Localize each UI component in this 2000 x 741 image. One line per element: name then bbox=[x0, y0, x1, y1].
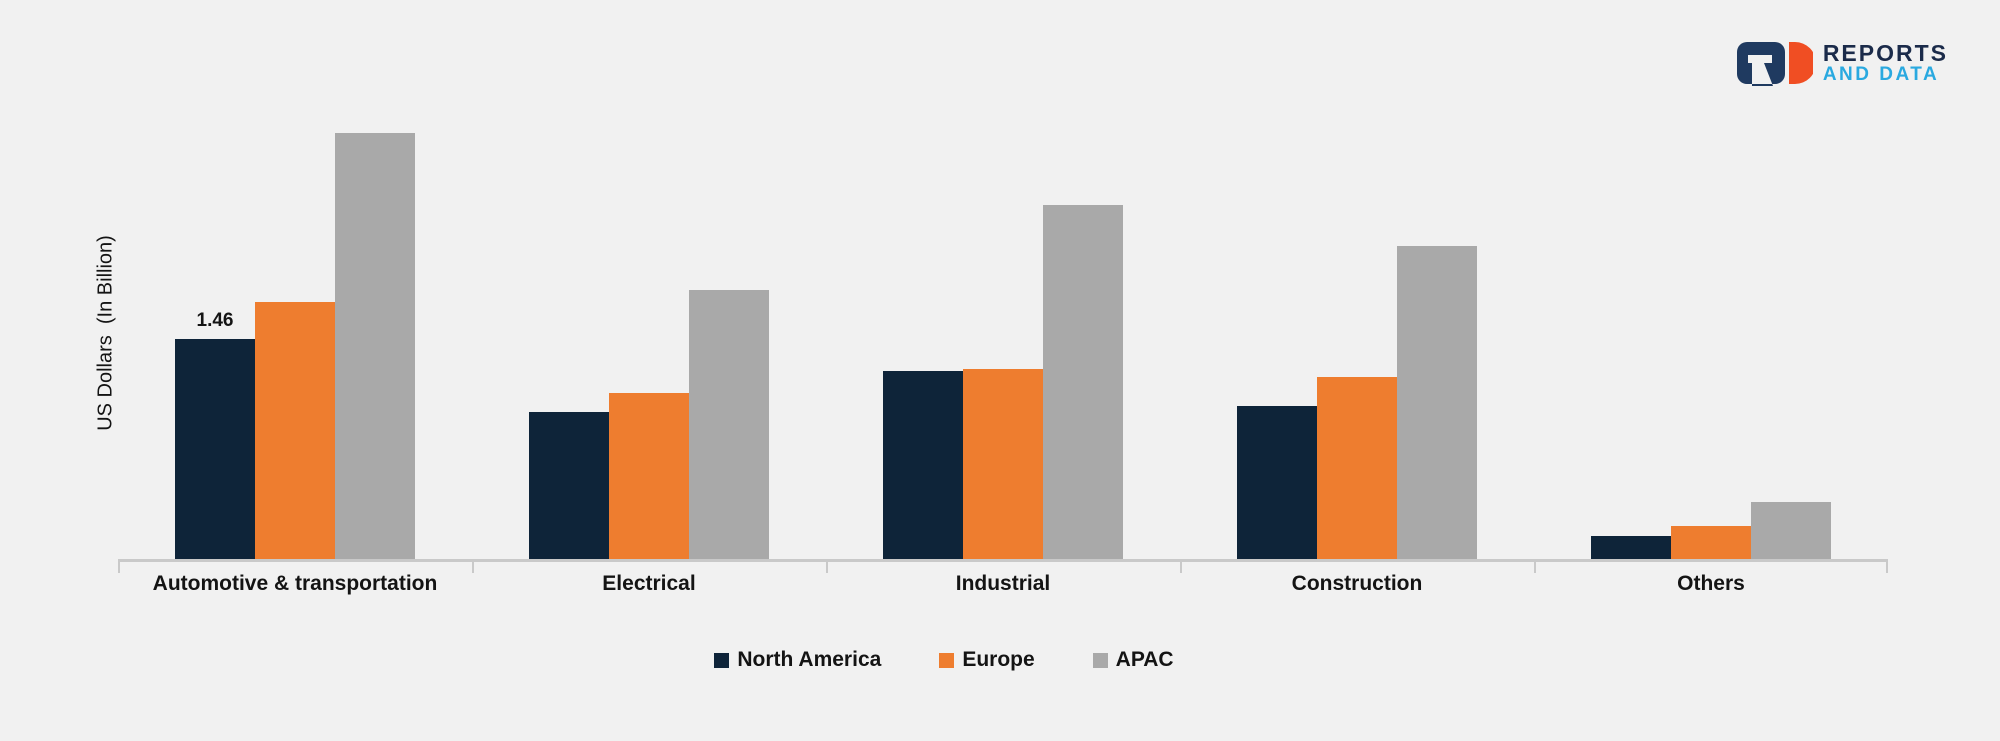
bar-north-america-industrial bbox=[883, 370, 963, 559]
bar-north-america-electrical bbox=[529, 411, 609, 559]
bar-apac-construction bbox=[1397, 246, 1477, 559]
legend: North America Europe APAC bbox=[0, 648, 1944, 672]
bar-europe-electrical bbox=[609, 393, 689, 559]
y-axis-label: US Dollars (In Billion) bbox=[94, 235, 117, 431]
category-label-construction: Construction bbox=[1291, 572, 1423, 595]
data-label: 1.46 bbox=[196, 310, 234, 332]
bar-europe-others bbox=[1671, 525, 1751, 559]
category-label-industrial: Industrial bbox=[955, 572, 1051, 595]
legend-swatch-icon bbox=[939, 652, 955, 668]
legend-swatch-icon bbox=[1092, 652, 1108, 668]
bar-apac-others bbox=[1751, 501, 1831, 559]
axis-tick bbox=[1180, 562, 1182, 573]
bar-north-america-construction bbox=[1237, 405, 1317, 559]
category-label-others: Others bbox=[1677, 572, 1745, 595]
legend-label: APAC bbox=[1115, 648, 1174, 671]
axis-tick bbox=[1534, 562, 1536, 573]
bar-apac-automotive-transportation bbox=[335, 133, 415, 559]
bar-europe-automotive-transportation bbox=[255, 301, 335, 559]
axis-tick bbox=[1886, 562, 1888, 573]
reports-and-data-mark-icon bbox=[1736, 42, 1813, 86]
plot-area: 1.46 bbox=[118, 79, 1888, 573]
category-axis: Automotive & transportation Electrical Ind… bbox=[118, 572, 1888, 604]
axis-tick bbox=[826, 562, 828, 573]
legend-item-apac: APAC bbox=[1092, 648, 1174, 672]
x-axis-line bbox=[118, 559, 1888, 562]
logo-line-reports: REPORTS bbox=[1822, 39, 1948, 66]
logo-line-and-data: AND DATA bbox=[1822, 64, 1940, 86]
axis-tick bbox=[472, 562, 474, 573]
legend-swatch-icon bbox=[714, 652, 730, 668]
bar-apac-industrial bbox=[1043, 205, 1123, 559]
category-label-automotive-transportation: Automotive & transportation bbox=[152, 572, 438, 595]
logo-text: REPORTS AND DATA bbox=[1823, 41, 1948, 85]
legend-label: Europe bbox=[962, 648, 1035, 671]
legend-item-north-america: North America bbox=[714, 648, 881, 672]
bar-north-america-others bbox=[1591, 536, 1671, 559]
axis-tick bbox=[118, 562, 120, 573]
bar-north-america-automotive-transportation bbox=[175, 339, 255, 559]
legend-label: North America bbox=[737, 648, 882, 671]
legend-item-europe: Europe bbox=[939, 648, 1035, 672]
bar-europe-construction bbox=[1317, 376, 1397, 559]
bar-apac-electrical bbox=[689, 289, 769, 559]
bar-europe-industrial bbox=[963, 369, 1043, 559]
reports-and-data-logo: REPORTS AND DATA bbox=[1736, 40, 1948, 86]
category-label-electrical: Electrical bbox=[602, 572, 696, 595]
